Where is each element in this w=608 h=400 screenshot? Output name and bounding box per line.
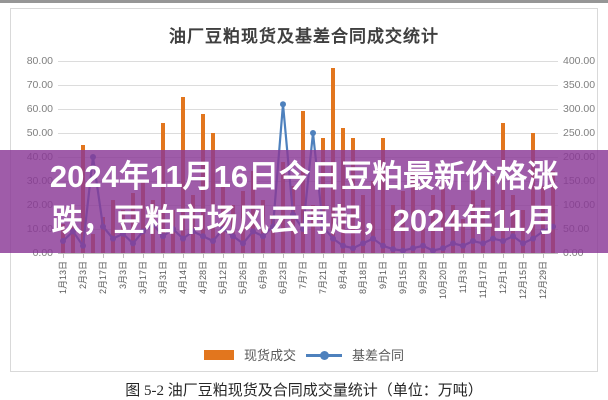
x-tick-label: 3月17日 [138, 261, 148, 295]
x-tick-mark [443, 253, 444, 258]
x-tick-label: 6月23日 [278, 261, 288, 295]
x-tick-label: 8月18日 [358, 261, 368, 295]
x-tick-label: 3月3日 [118, 261, 128, 290]
figure-caption: 图 5-2 油厂豆粕现货及合同成交量统计（单位：万吨） [125, 383, 483, 399]
legend-line-dot-icon [320, 350, 329, 360]
x-tick-mark [243, 253, 244, 258]
x-tick-label: 9月29日 [418, 261, 428, 295]
x-tick-mark [463, 253, 464, 258]
x-tick-label: 12月15日 [518, 261, 528, 300]
y-right-tick-label: 300.00 [563, 103, 596, 115]
y-left-tick-label: 80.00 [26, 55, 53, 67]
x-tick-mark [363, 253, 364, 258]
x-tick-label: 7月7日 [298, 261, 308, 290]
x-tick-mark [343, 253, 344, 258]
x-tick-mark [103, 253, 104, 258]
x-tick-mark [263, 253, 264, 258]
x-tick-label: 5月12日 [218, 261, 228, 295]
x-tick-label: 11月17日 [478, 261, 488, 299]
legend-line-label: 基差合同 [352, 348, 405, 363]
gridline [58, 85, 558, 86]
x-tick-mark [123, 253, 124, 258]
x-tick-mark [303, 253, 304, 258]
x-tick-mark [503, 253, 504, 258]
x-tick-label: 12月29日 [538, 261, 548, 300]
x-tick-mark [543, 253, 544, 258]
x-tick-label: 2月3日 [78, 261, 88, 290]
x-tick-mark [223, 253, 224, 258]
y-left-tick-label: 60.00 [26, 103, 53, 115]
x-tick-label: 11月3日 [458, 261, 468, 294]
gridline [58, 61, 558, 62]
x-tick-mark [143, 253, 144, 258]
x-axis-line [58, 253, 558, 254]
y-left-tick-label: 70.00 [26, 79, 53, 91]
x-tick-label: 12月1日 [498, 261, 508, 295]
x-tick-label: 9月1日 [378, 261, 388, 290]
line-marker [310, 130, 316, 136]
y-left-tick-label: 50.00 [26, 127, 53, 139]
x-tick-mark [403, 253, 404, 258]
top-border-strip [0, 0, 608, 3]
headline-line-1: 2024年11月16日今日豆粕最新价格涨 [49, 159, 559, 194]
x-tick-mark [83, 253, 84, 258]
x-tick-label: 4月28日 [198, 261, 208, 295]
x-tick-mark [283, 253, 284, 258]
x-tick-label: 1月13日 [58, 261, 68, 295]
y-right-tick-label: 250.00 [563, 127, 596, 139]
x-tick-label: 10月20日 [438, 261, 448, 300]
x-tick-mark [423, 253, 424, 258]
x-tick-label: 5月26日 [238, 261, 248, 295]
legend: 现货成交 基差合同 [11, 345, 597, 364]
x-tick-label: 7月21日 [318, 261, 328, 295]
legend-line-marker [306, 350, 342, 360]
overlay-headline-banner: 2024年11月16日今日豆粕最新价格涨 跌，豆粕市场风云再起，2024年11月 [0, 150, 608, 253]
headline-line-2: 跌，豆粕市场风云再起，2024年11月 [51, 203, 557, 238]
x-tick-label: 3月31日 [158, 261, 168, 295]
x-tick-label: 6月9日 [258, 261, 268, 290]
x-tick-mark [383, 253, 384, 258]
x-tick-mark [323, 253, 324, 258]
x-tick-label: 2月17日 [98, 261, 108, 295]
x-tick-mark [63, 253, 64, 258]
x-tick-label: 8月4日 [338, 261, 348, 290]
x-tick-label: 4月14日 [178, 261, 188, 295]
x-tick-label: 9月15日 [398, 261, 408, 295]
line-marker [280, 101, 286, 108]
y-right-tick-label: 400.00 [563, 55, 596, 67]
x-tick-mark [203, 253, 204, 258]
chart-title: 油厂豆粕现货及基差合同成交统计 [169, 27, 439, 46]
x-tick-mark [163, 253, 164, 258]
gridline [58, 109, 558, 110]
legend-bar-label: 现货成交 [243, 348, 296, 363]
y-right-tick-label: 350.00 [563, 79, 596, 91]
x-tick-mark [183, 253, 184, 258]
gridline [58, 133, 558, 134]
x-tick-mark [523, 253, 524, 258]
legend-bar-swatch [203, 349, 234, 360]
x-tick-mark [483, 253, 484, 258]
